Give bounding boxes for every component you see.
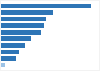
Bar [1, 56, 16, 61]
Bar [1, 43, 25, 48]
Bar [1, 36, 31, 41]
Bar [1, 4, 91, 8]
Bar [1, 17, 46, 22]
Bar [1, 30, 41, 35]
Bar [1, 10, 52, 15]
Bar [1, 63, 5, 67]
Bar [1, 23, 44, 28]
Bar [1, 49, 19, 54]
